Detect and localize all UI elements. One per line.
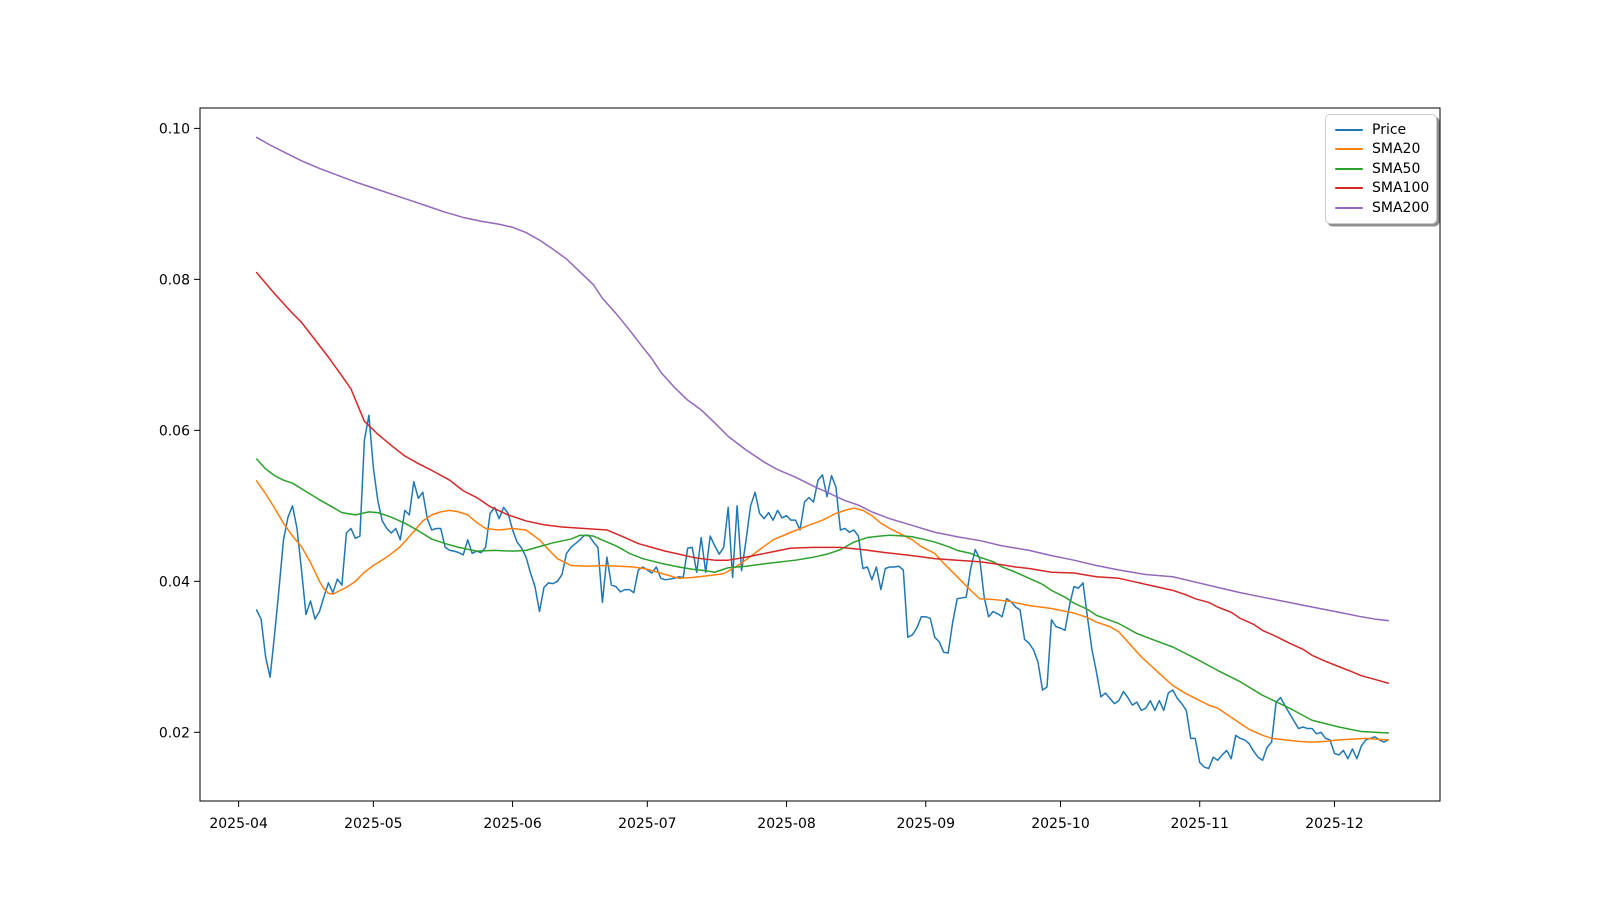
x-tick-label: 2025-04 (209, 816, 268, 832)
legend-line-swatch-price (1335, 128, 1363, 131)
legend-label-sma20: SMA20 (1372, 141, 1421, 158)
x-tick-label: 2025-10 (1031, 816, 1090, 832)
legend-item-sma50: SMA50 (1335, 159, 1428, 179)
series-line-sma200 (255, 136, 1390, 622)
legend-item-sma20: SMA20 (1335, 140, 1428, 160)
y-tick-label: 0.10 (159, 121, 190, 137)
series-line-price (255, 414, 1390, 770)
legend-label-sma100: SMA100 (1372, 180, 1430, 197)
x-tick-label: 2025-11 (1170, 816, 1229, 832)
y-tick-label: 0.08 (159, 272, 190, 288)
legend-line-swatch-sma100 (1335, 187, 1363, 190)
x-tick-label: 2025-09 (897, 816, 956, 832)
legend-line-swatch-sma20 (1335, 148, 1363, 151)
legend-label-sma200: SMA200 (1372, 199, 1430, 216)
legend-item-price: Price (1335, 120, 1428, 140)
x-tick-label: 2025-07 (618, 816, 677, 832)
series-group (255, 136, 1390, 770)
x-tick-label: 2025-12 (1305, 816, 1364, 832)
series-line-sma50 (255, 458, 1390, 734)
legend-line-swatch-sma50 (1335, 167, 1363, 170)
y-tick-label: 0.02 (159, 725, 190, 741)
x-tick-label: 2025-08 (757, 816, 816, 832)
x-tick-label: 2025-05 (344, 816, 403, 832)
y-tick-label: 0.04 (159, 574, 190, 590)
legend-label-sma50: SMA50 (1372, 160, 1421, 177)
legend-item-sma100: SMA100 (1335, 179, 1430, 199)
plot-area (200, 108, 1440, 801)
legend-line-swatch-sma200 (1335, 206, 1363, 209)
x-tick-label: 2025-06 (483, 816, 542, 832)
legend-label-price: Price (1372, 121, 1407, 138)
series-line-sma20 (255, 480, 1390, 743)
axes-spines (199, 107, 1441, 802)
series-line-sma100 (255, 271, 1390, 684)
y-tick-label: 0.06 (159, 423, 190, 439)
legend-box: Price SMA20 SMA50 SMA100 SMA200 (1325, 114, 1437, 224)
legend-item-sma200: SMA200 (1335, 198, 1430, 218)
